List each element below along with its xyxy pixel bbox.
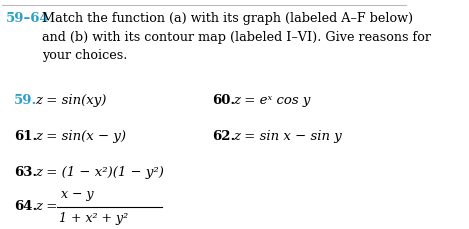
Text: 60.: 60. — [212, 94, 235, 107]
Text: 1 + x² + y²: 1 + x² + y² — [59, 213, 128, 226]
Text: Match the function (a) with its graph (labeled A–F below)
and (b) with its conto: Match the function (a) with its graph (l… — [42, 12, 431, 62]
Text: z = eˣ cos y: z = eˣ cos y — [233, 94, 310, 107]
Text: z = sin x − sin y: z = sin x − sin y — [233, 130, 342, 143]
Text: 63.: 63. — [14, 166, 38, 179]
Text: 59.: 59. — [14, 94, 38, 107]
Text: z = sin(x − y): z = sin(x − y) — [35, 130, 126, 143]
Text: 64.: 64. — [14, 200, 38, 213]
Text: z = (1 − x²)(1 − y²): z = (1 − x²)(1 − y²) — [35, 166, 164, 179]
Text: 59–64: 59–64 — [6, 12, 50, 25]
Text: 61.: 61. — [14, 130, 38, 143]
Text: z =: z = — [35, 200, 62, 213]
Text: x − y: x − y — [61, 188, 93, 201]
Text: 62.: 62. — [212, 130, 235, 143]
Text: z = sin(xy): z = sin(xy) — [35, 94, 106, 107]
